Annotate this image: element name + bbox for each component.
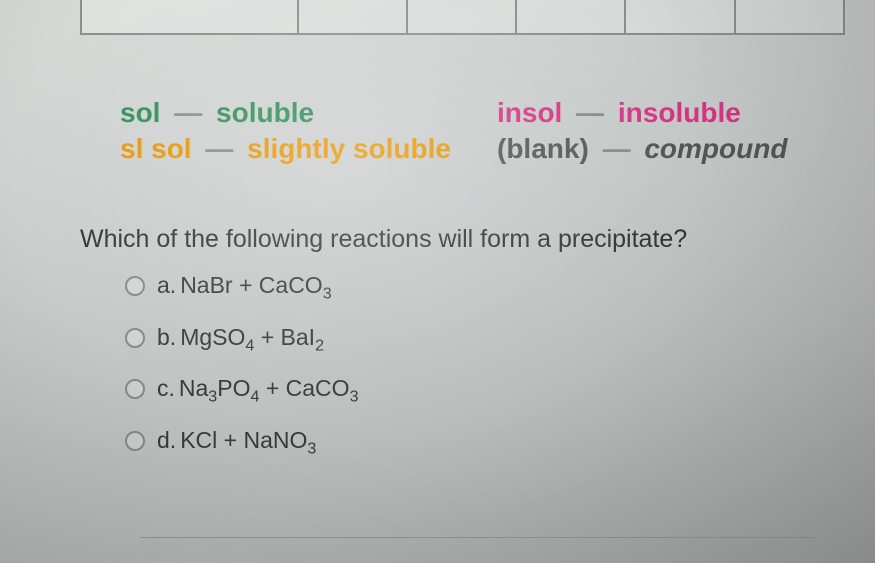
option-c[interactable]: c. Na3PO4 + CaCO3 xyxy=(125,375,835,407)
option-letter: c. xyxy=(157,375,175,402)
option-d[interactable]: d. KCl + NaNO3 xyxy=(125,427,835,459)
legend-insol: insol — insoluble xyxy=(497,95,845,131)
legend-sol-word: soluble xyxy=(216,97,314,128)
table-cell xyxy=(408,0,517,33)
question-text: Which of the following reactions will fo… xyxy=(80,225,835,254)
legend-block: sol — soluble insol — insoluble sl sol —… xyxy=(120,95,845,168)
radio-icon[interactable] xyxy=(125,431,145,451)
dash-icon: — xyxy=(205,133,233,164)
option-a[interactable]: a. NaBr + CaCO3 xyxy=(125,272,835,304)
radio-icon[interactable] xyxy=(125,379,145,399)
table-cell xyxy=(736,0,843,33)
divider xyxy=(140,537,815,538)
option-letter: d. xyxy=(157,427,176,454)
option-letter: b. xyxy=(157,324,176,351)
dash-icon: — xyxy=(174,97,202,128)
option-text: MgSO4 + BaI2 xyxy=(180,324,324,356)
legend-blank-word: compound xyxy=(644,133,787,164)
legend-sol: sol — soluble xyxy=(120,95,497,131)
option-b[interactable]: b. MgSO4 + BaI2 xyxy=(125,324,835,356)
legend-insol-word: insoluble xyxy=(618,97,741,128)
table-cell xyxy=(299,0,408,33)
dash-icon: — xyxy=(603,133,631,164)
legend-slsol-abbr: sl sol xyxy=(120,133,192,164)
dash-icon: — xyxy=(576,97,604,128)
table-cell xyxy=(626,0,735,33)
table-fragment xyxy=(80,0,845,35)
radio-icon[interactable] xyxy=(125,276,145,296)
legend-blank-abbr: (blank) xyxy=(497,133,589,164)
table-cell xyxy=(517,0,626,33)
option-text: NaBr + CaCO3 xyxy=(180,272,331,304)
legend-slsol-word: slightly soluble xyxy=(247,133,451,164)
legend-insol-abbr: insol xyxy=(497,97,562,128)
table-cell xyxy=(82,0,299,33)
option-text: KCl + NaNO3 xyxy=(180,427,316,459)
question-block: Which of the following reactions will fo… xyxy=(80,225,835,478)
options-list: a. NaBr + CaCO3 b. MgSO4 + BaI2 c. Na3PO… xyxy=(125,272,835,458)
option-letter: a. xyxy=(157,272,176,299)
option-text: Na3PO4 + CaCO3 xyxy=(179,375,359,407)
radio-icon[interactable] xyxy=(125,328,145,348)
legend-slsol: sl sol — slightly soluble xyxy=(120,131,497,167)
legend-blank: (blank) — compound xyxy=(497,131,845,167)
legend-sol-abbr: sol xyxy=(120,97,160,128)
